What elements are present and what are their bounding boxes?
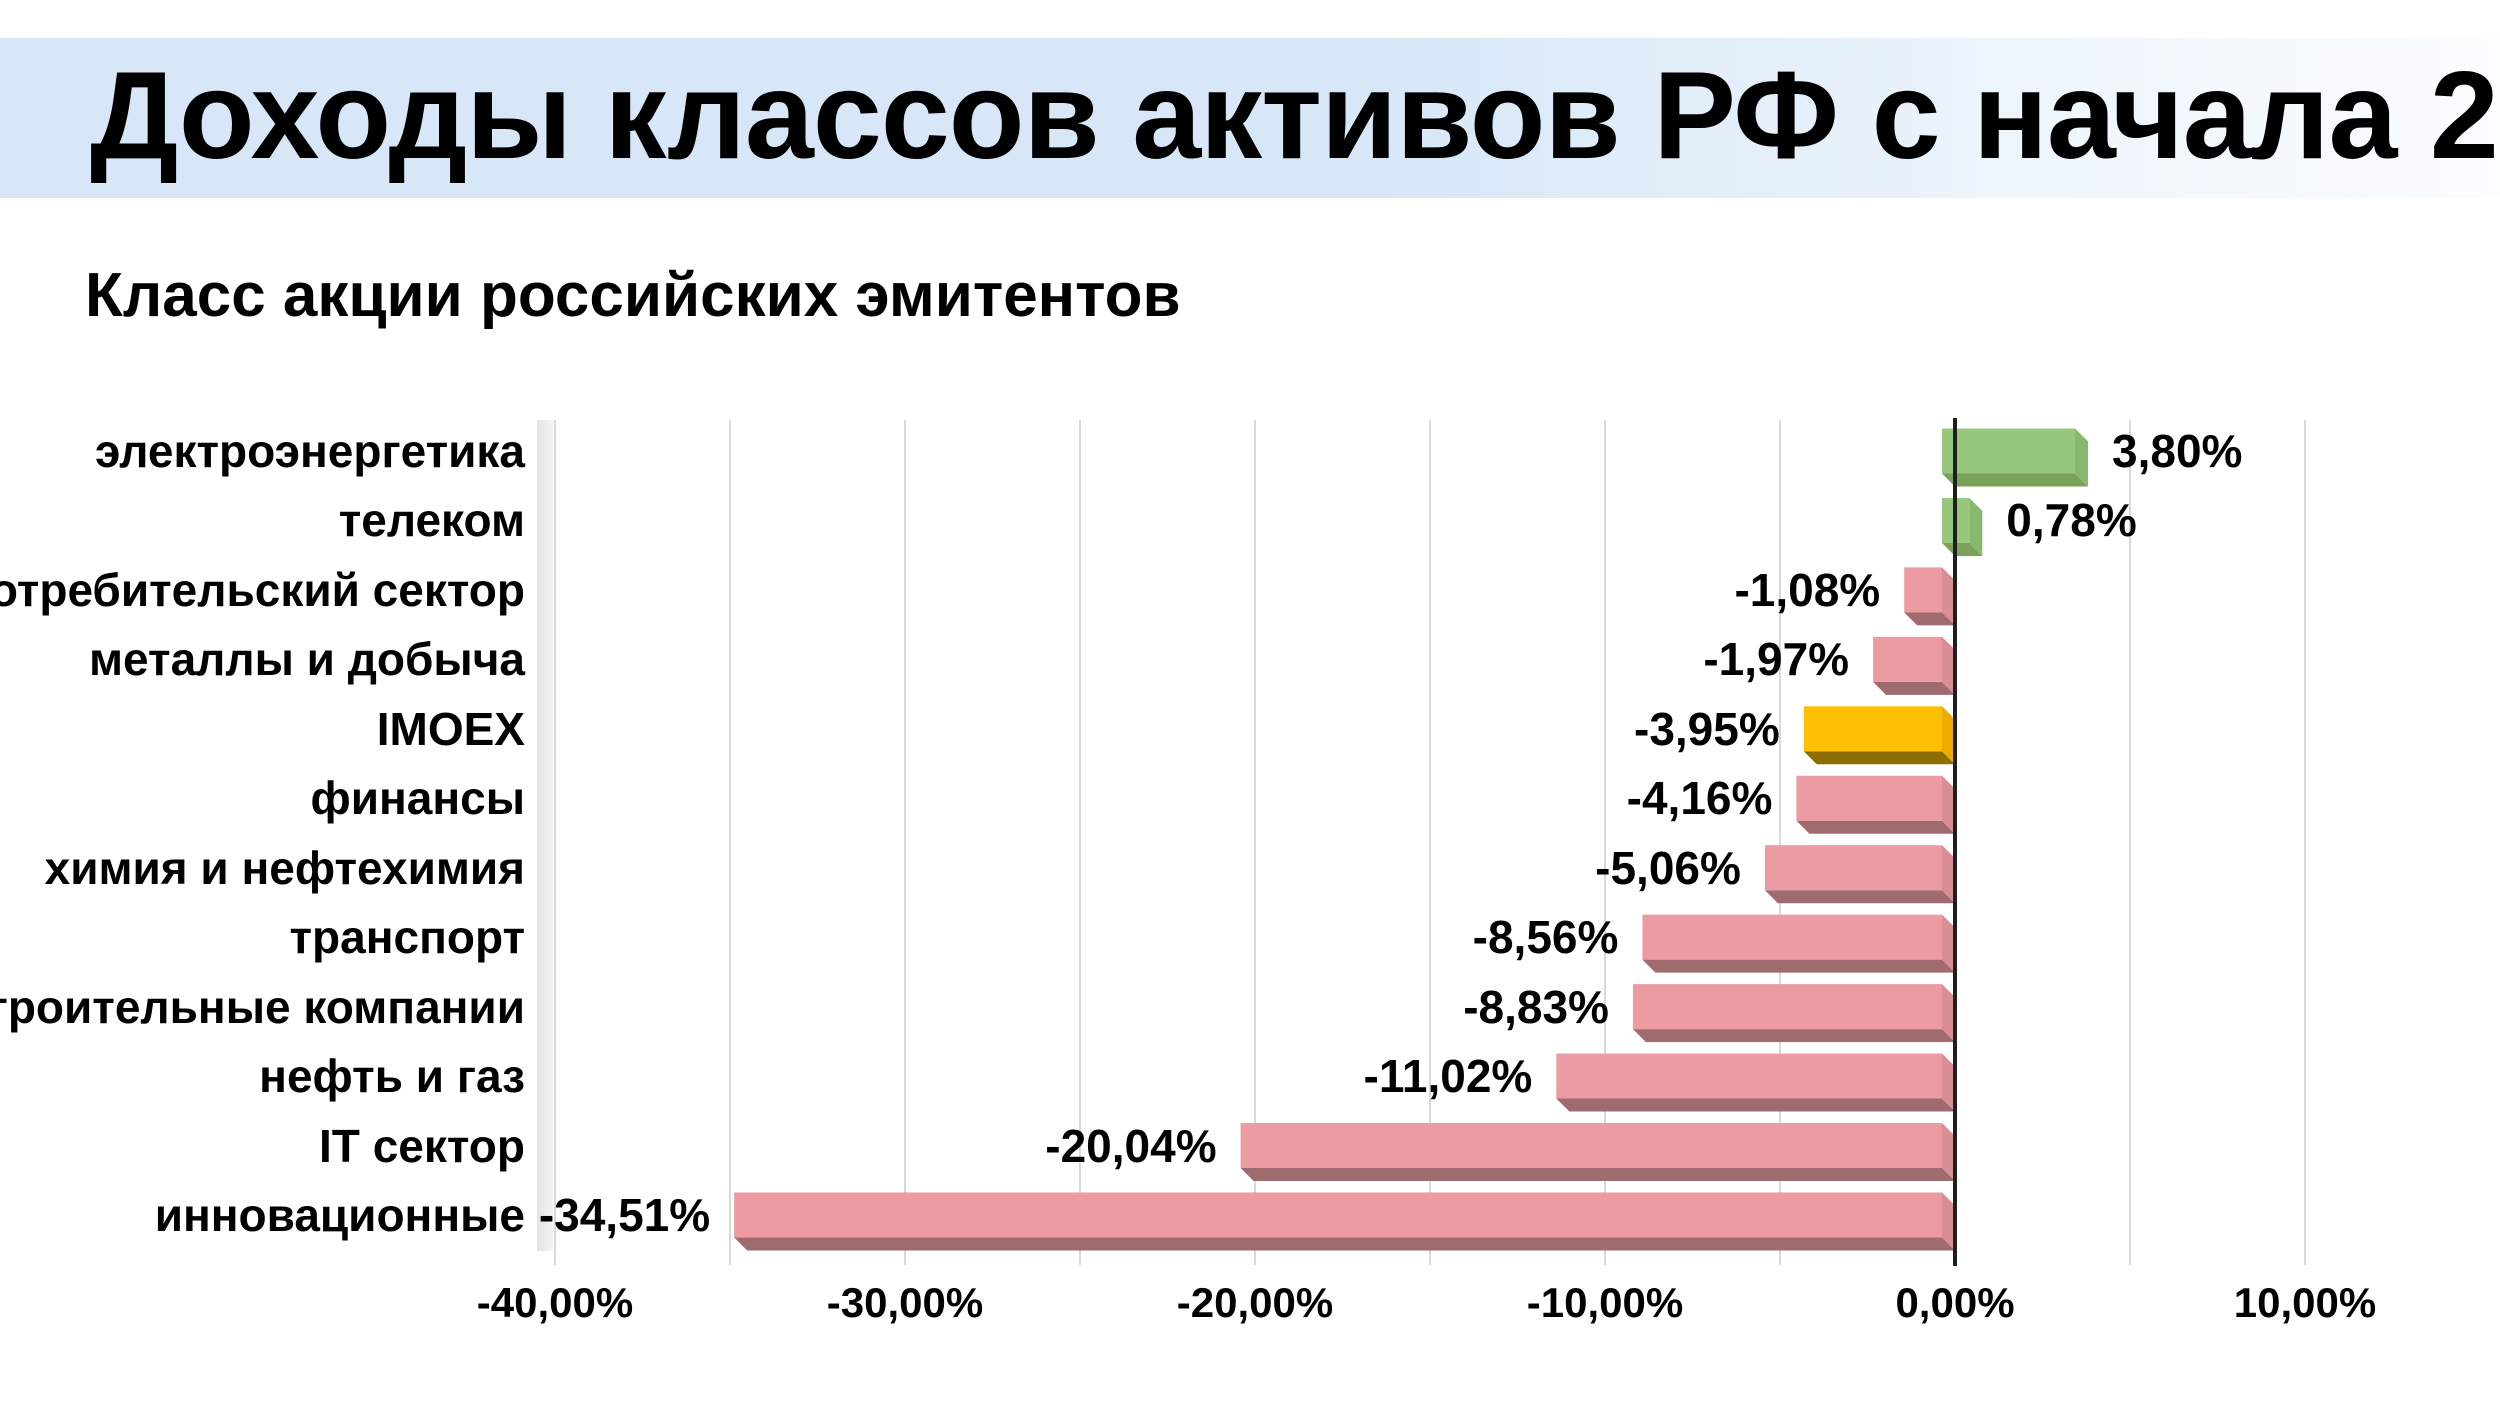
x-tick-label: -20,00% xyxy=(1176,1279,1334,1326)
category-label: инновационные xyxy=(154,1188,525,1241)
bar-bottom-face xyxy=(1904,612,1955,626)
category-label: телеком xyxy=(338,494,525,547)
bar-end-face xyxy=(2075,428,2088,487)
page-title: Доходы классов активов РФ с начала 2025 xyxy=(90,47,2500,185)
value-label: -3,95% xyxy=(1634,702,1780,755)
bar-bottom-face xyxy=(1942,473,2088,487)
bar-bottom-face xyxy=(1942,542,1983,556)
category-label: химия и нефтехимия xyxy=(44,841,525,894)
bar-bottom-face xyxy=(734,1237,1955,1251)
bar-bottom-face xyxy=(1764,890,1955,904)
bar-0 xyxy=(1942,428,2075,474)
value-label: -1,08% xyxy=(1734,563,1881,616)
value-label: -4,16% xyxy=(1626,772,1773,825)
value-label: -34,51% xyxy=(538,1188,711,1241)
category-label: транспорт xyxy=(289,911,525,964)
bar-end-face xyxy=(1942,984,1955,1043)
bar-11 xyxy=(734,1192,1942,1238)
bar-8 xyxy=(1632,984,1942,1030)
category-label: IMOEX xyxy=(376,702,525,755)
category-label: электроэнергетика xyxy=(94,425,525,477)
bar-bottom-face xyxy=(1642,959,1955,973)
bar-bottom-face xyxy=(1632,1029,1955,1043)
value-label: -1,97% xyxy=(1703,633,1850,686)
bar-4 xyxy=(1803,706,1942,752)
bar-2 xyxy=(1904,567,1942,613)
chart-subtitle: Класс акции российских эмитентов xyxy=(85,261,1181,330)
x-tick-label: 10,00% xyxy=(2233,1279,2377,1326)
bar-end-face xyxy=(1942,567,1955,626)
bar-6 xyxy=(1764,845,1942,891)
bar-end-face xyxy=(1942,845,1955,904)
value-label: -11,02% xyxy=(1363,1050,1533,1103)
x-tick-label: -40,00% xyxy=(476,1279,634,1326)
value-label: 0,78% xyxy=(2006,494,2137,547)
header-band: Доходы классов активов РФ с начала 2025 xyxy=(0,38,2500,198)
bar-bottom-face xyxy=(1873,681,1955,695)
value-label: -8,56% xyxy=(1472,911,1619,964)
bar-end-face xyxy=(1942,706,1955,765)
bar-end-face xyxy=(1942,775,1955,834)
bar-end-face xyxy=(1942,1123,1955,1181)
value-label: 3,80% xyxy=(2112,425,2243,477)
bar-end-face xyxy=(1942,636,1955,695)
zero-axis-line xyxy=(1953,418,1957,1266)
bar-end-face xyxy=(1969,497,1983,556)
category-label: потребительский сектор xyxy=(0,563,525,616)
category-label: строительные компании xyxy=(0,980,525,1033)
x-tick-label: -30,00% xyxy=(826,1279,984,1326)
category-label: финансы xyxy=(310,772,525,825)
x-tick-label: -10,00% xyxy=(1526,1279,1684,1326)
bar-10 xyxy=(1240,1123,1942,1168)
value-label: -8,83% xyxy=(1463,980,1609,1033)
category-label: нефть и газ xyxy=(259,1050,525,1103)
bar-bottom-face xyxy=(1796,820,1955,834)
bar-end-face xyxy=(1942,1192,1955,1251)
bar-bottom-face xyxy=(1556,1098,1955,1112)
bar-7 xyxy=(1642,914,1942,960)
bar-3 xyxy=(1873,636,1942,682)
category-label: IT сектор xyxy=(319,1119,525,1172)
bar-bottom-face xyxy=(1240,1168,1955,1181)
value-label: -20,04% xyxy=(1045,1119,1217,1172)
bar-5 xyxy=(1796,775,1942,821)
category-label: металлы и добыча xyxy=(89,633,525,686)
bar-end-face xyxy=(1942,1053,1955,1112)
x-tick-label: 0,00% xyxy=(1895,1279,2015,1326)
bar-bottom-face xyxy=(1803,751,1955,765)
plot-side-wall xyxy=(537,420,553,1251)
bar-9 xyxy=(1556,1053,1942,1099)
bar-end-face xyxy=(1942,914,1955,973)
value-label: -5,06% xyxy=(1595,841,1741,894)
